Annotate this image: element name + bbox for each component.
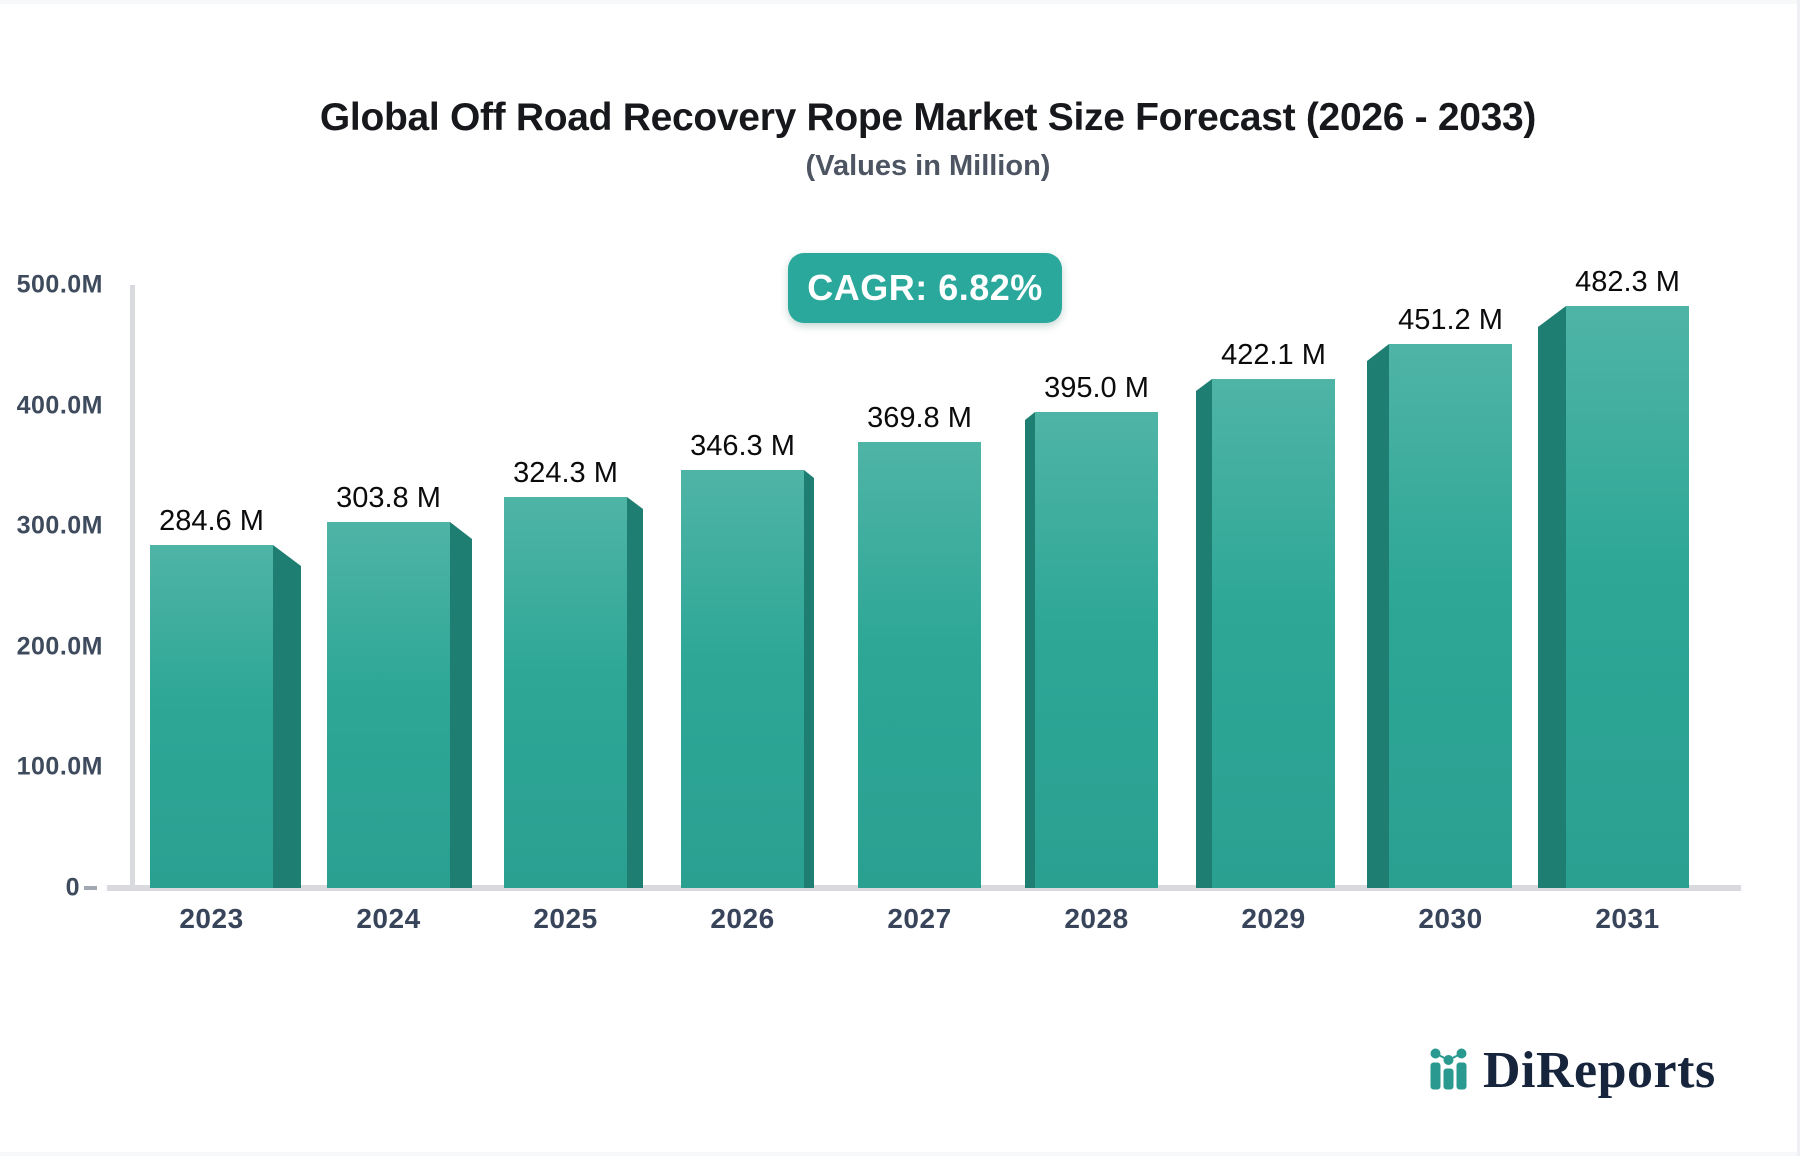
x-axis-label-2030: 2030	[1418, 903, 1483, 934]
x-axis-label-2026: 2026	[710, 903, 775, 934]
x-axis-label-2031: 2031	[1595, 903, 1660, 934]
y-axis-label-100.0M: 100.0M	[16, 752, 103, 781]
bar-value-label-2030: 451.2 M	[1398, 304, 1503, 336]
bar-value-label-2023: 284.6 M	[159, 505, 264, 537]
brand-name: DiReports	[1483, 1042, 1716, 1099]
bar-side-face-2031	[1538, 306, 1566, 888]
x-axis-label-2027: 2027	[887, 903, 952, 934]
zero-tick-mark	[84, 886, 97, 890]
bar-2023[interactable]	[150, 545, 273, 888]
x-axis-label-2023: 2023	[179, 903, 244, 934]
x-axis-label-2029: 2029	[1241, 903, 1306, 934]
bar-side-face-2029	[1196, 379, 1212, 888]
bar-value-label-2025: 324.3 M	[513, 457, 618, 489]
bottom-border-strip	[0, 1152, 1800, 1156]
page-subtitle: (Values in Million)	[805, 150, 1051, 182]
x-axis-line	[107, 885, 1741, 891]
bar-2025[interactable]	[504, 497, 627, 888]
bar-value-label-2031: 482.3 M	[1575, 266, 1680, 298]
y-axis-line	[130, 285, 135, 888]
y-axis-label-500.0M: 500.0M	[16, 270, 103, 299]
x-axis-label-2025: 2025	[533, 903, 598, 934]
bar-line-chart-icon	[1430, 1048, 1467, 1090]
x-axis-label-2024: 2024	[356, 903, 421, 934]
bar-2024[interactable]	[327, 522, 450, 888]
bar-side-face-2025	[627, 497, 643, 888]
bar-value-label-2028: 395.0 M	[1044, 372, 1149, 404]
page-title: Global Off Road Recovery Rope Market Siz…	[319, 96, 1537, 139]
bar-2029[interactable]	[1212, 379, 1335, 888]
y-axis-label-0: 0	[65, 873, 80, 902]
bar-value-label-2029: 422.1 M	[1221, 339, 1326, 371]
bar-value-label-2026: 346.3 M	[690, 430, 795, 462]
bar-2030[interactable]	[1389, 344, 1512, 888]
bar-value-label-2027: 369.8 M	[867, 402, 972, 434]
right-border-strip	[1797, 0, 1800, 1156]
y-axis-label-300.0M: 300.0M	[16, 511, 103, 540]
bar-side-face-2030	[1367, 344, 1389, 888]
bar-value-label-2024: 303.8 M	[336, 482, 441, 514]
logo[interactable]: DiReports	[1430, 1042, 1716, 1099]
bar-side-face-2023	[273, 545, 301, 888]
bar-2028[interactable]	[1035, 412, 1158, 888]
y-axis-label-200.0M: 200.0M	[16, 632, 103, 661]
bar-2027[interactable]	[858, 442, 981, 888]
bar-side-face-2028	[1025, 412, 1035, 888]
bar-side-face-2024	[450, 522, 472, 888]
x-axis-label-2028: 2028	[1064, 903, 1129, 934]
top-border-strip	[0, 0, 1800, 4]
y-axis-label-400.0M: 400.0M	[16, 391, 103, 420]
bar-2026[interactable]	[681, 470, 804, 888]
cagr-badge: CAGR: 6.82%	[788, 253, 1062, 323]
bar-side-face-2026	[804, 470, 814, 888]
bar-2031[interactable]	[1566, 306, 1689, 888]
